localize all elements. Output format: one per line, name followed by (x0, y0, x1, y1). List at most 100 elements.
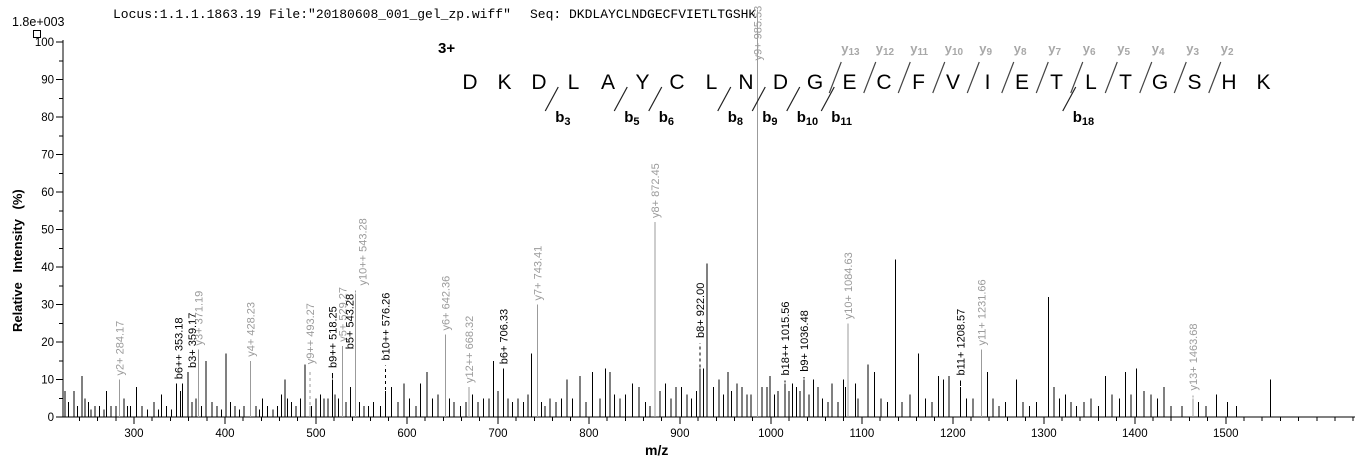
b-ion-cleavage-slash (1062, 86, 1077, 112)
y-ion-cleavage-slash (1070, 61, 1084, 94)
y-ion-label: y9 (979, 41, 992, 58)
peptide-sequence-panel: 3+D K D L A Y C L N D G E C F V I E T L T G S H Kb3 b5 b6 b8 b9 b10 b… (438, 40, 1271, 128)
residue: A (601, 71, 615, 94)
y-tick-label: 0 (48, 412, 54, 424)
peak-annotation-label: y3+ 371.19 (194, 291, 206, 346)
residue: D (462, 71, 477, 94)
b-ion-cleavage-slash (648, 86, 663, 112)
sequence-header-label: Seq: DKDLAYCLNDGECFVIETLTGSHK (530, 7, 757, 22)
peak-annotation-label: b6++ 353.18 (173, 317, 185, 379)
x-tick-label: 1400 (1122, 428, 1148, 440)
y-ion-cleavage-slash (1001, 61, 1015, 94)
x-tick-label: 1000 (758, 428, 784, 440)
x-tick-label: 600 (397, 428, 416, 440)
residue: N (738, 71, 753, 94)
residue: D (531, 71, 546, 94)
y-ion-cleavage-slash (1139, 61, 1153, 94)
y-ion-label: y11 (910, 41, 928, 58)
peak-annotation-label: y9+ 985.53 (753, 6, 765, 61)
b-ion-cleavage-slash (751, 86, 766, 112)
x-tick-label: 1100 (849, 428, 874, 440)
residue: G (807, 71, 823, 94)
b-ion-cleavage-slash (613, 86, 628, 112)
peak-annotation-label: b8+ 922.00 (695, 283, 707, 338)
b-ion-label: b10 (797, 109, 818, 128)
peak-annotation-label: b5+ 543.28 (344, 294, 356, 349)
b-ion-label: b9 (762, 109, 777, 128)
residue: S (1187, 71, 1201, 94)
residue: D (773, 71, 788, 94)
peak-annotation-label: y11+ 1231.66 (977, 279, 989, 345)
x-tick-label: 300 (124, 428, 143, 440)
peak-annotation-label: y4+ 428.23 (246, 302, 258, 357)
y-ion-label: y13 (841, 41, 860, 58)
b-ion-label: b8 (728, 109, 743, 128)
peak-annotation-label: y5+ 529.27 (338, 287, 350, 342)
y-ion-label: y12 (876, 41, 895, 58)
y-ion-cleavage-slash (863, 61, 877, 94)
peak-annotation-label: y7+ 743.41 (532, 246, 544, 301)
y-tick-label: 70 (41, 150, 54, 162)
peak-annotation-label: y10++ 543.28 (357, 218, 369, 285)
y-ion-cleavage-slash (932, 61, 946, 94)
b-ion-cleavage-slash (786, 86, 801, 112)
residue: Y (635, 71, 649, 94)
y-tick-label: 40 (41, 262, 54, 274)
y-tick-label: 50 (41, 225, 54, 237)
residue: K (497, 71, 511, 94)
x-axis-tick-labels: 300 400 500 600 700 800 900 1000 1100 1200 1300 140… (124, 428, 1238, 440)
y-tick-label: 30 (41, 300, 54, 312)
axis-top-marker (33, 30, 41, 38)
y-ion-label: y6 (1083, 41, 1096, 58)
residue: V (946, 71, 960, 94)
x-tick-label: 700 (488, 428, 507, 440)
y-ion-cleavage-slash (828, 61, 842, 94)
residue: E (1015, 71, 1029, 94)
residue: I (985, 71, 991, 94)
b-ion-cleavage-slash (717, 86, 732, 112)
x-axis-title: m/z (645, 442, 669, 458)
b-ion-label: b3 (555, 109, 570, 128)
b-ion-label: b11 (831, 109, 852, 128)
y-ion-cleavage-slash (897, 61, 911, 94)
residue: T (1050, 71, 1063, 94)
y-ion-label: y8 (1014, 41, 1027, 58)
residue: L (706, 71, 718, 94)
y-tick-label: 10 (41, 375, 54, 387)
y-tick-label: 100 (35, 37, 54, 49)
background-peaks (64, 259, 1271, 417)
annotated-peaks (119, 10, 1194, 417)
y-tick-label: 20 (41, 337, 54, 349)
x-tick-label: 500 (306, 428, 325, 440)
y-ion-label: y4 (1152, 41, 1165, 58)
residue: F (912, 71, 925, 94)
x-tick-label: 1200 (940, 428, 966, 440)
y-tick-label: 60 (41, 187, 54, 199)
y-ion-cleavage-slash (1208, 61, 1222, 94)
peak-annotation-label: b10++ 576.26 (380, 293, 392, 361)
intensity-scale-label: 1.8e+003 (12, 15, 65, 29)
peak-annotation-label: b3+ 359.17 (187, 313, 199, 368)
residue: C (876, 71, 891, 94)
b-ion-cleavage-slash (820, 86, 835, 112)
peak-annotation-label: b9++ 518.25 (328, 306, 340, 368)
y-tick-label: 80 (41, 112, 54, 124)
x-tick-label: 800 (579, 428, 598, 440)
b-ion-label: b5 (624, 109, 639, 128)
peak-annotation-label: y6+ 642.36 (440, 276, 452, 331)
b-ion-label: b18 (1073, 109, 1094, 128)
peak-annotation-label: b11+ 1208.57 (956, 309, 968, 376)
x-tick-label: 900 (670, 428, 689, 440)
x-tick-label: 400 (215, 428, 234, 440)
b-ion-cleavage-slash (544, 86, 559, 112)
peak-annotation-label: y9++ 493.27 (305, 303, 317, 364)
residue: K (1256, 71, 1270, 94)
y-axis-ticks (56, 41, 63, 418)
precursor-charge-label: 3+ (438, 40, 455, 57)
y-ion-cleavage-slash (1035, 61, 1049, 94)
residue: E (842, 71, 856, 94)
residue: H (1221, 71, 1236, 94)
